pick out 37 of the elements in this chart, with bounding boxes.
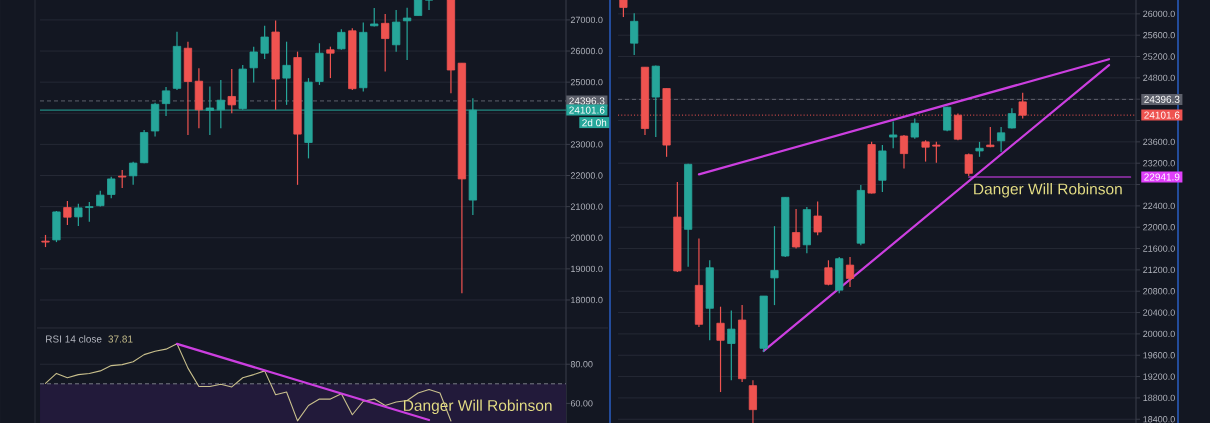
- ref-line-label: 24396.3: [569, 97, 605, 105]
- y-tick-label: 20000.0: [1143, 330, 1175, 338]
- data-label: 22941.9: [1144, 173, 1180, 181]
- y-tick-label: 19600.0: [1143, 352, 1175, 359]
- y-tick-label: 60.00: [570, 400, 593, 407]
- annotation: Danger Will Robinson: [974, 183, 1122, 198]
- y-tick-label: 22400.0: [1143, 202, 1175, 210]
- y-tick-label: 19200.0: [1143, 373, 1175, 380]
- ref-line-label: 24396.3: [1144, 95, 1180, 103]
- ref-line-label: 24101.6: [1144, 111, 1180, 119]
- y-tick-label: 18000.0: [571, 296, 603, 304]
- y-tick-label: 24800.0: [1143, 74, 1175, 82]
- ref-line-label: 24101.6: [569, 106, 605, 114]
- y-tick-label: 25000.0: [570, 78, 603, 86]
- y-tick-label: 23200.0: [1143, 160, 1175, 167]
- y-tick-label: 21200.0: [1143, 266, 1175, 274]
- y-tick-label: 22000.0: [570, 172, 603, 179]
- y-tick-label: 21000.0: [570, 203, 603, 210]
- y-tick-label: 19000.0: [571, 265, 603, 273]
- y-tick-label: 20800.0: [1143, 288, 1175, 295]
- y-tick-label: 80.00: [570, 361, 593, 368]
- y-tick-label: 22000.0: [1143, 224, 1175, 231]
- text: RSI 14 close: [46, 335, 102, 343]
- text: 37.81: [108, 335, 133, 343]
- y-tick-label: 25200.0: [1143, 53, 1175, 60]
- y-tick-label: 25600.0: [1143, 32, 1175, 39]
- text: 2d 0h: [582, 118, 607, 127]
- y-tick-label: 18800.0: [1143, 394, 1175, 402]
- y-tick-label: 27000.0: [570, 16, 603, 24]
- y-tick-label: 21600.0: [1143, 245, 1175, 252]
- y-tick-label: 26000.0: [1143, 10, 1175, 18]
- y-tick-label: 23000.0: [570, 141, 603, 148]
- y-tick-label: 26000.0: [570, 47, 603, 55]
- y-tick-label: 20000.0: [570, 234, 603, 241]
- y-tick-label: 20400.0: [1143, 309, 1175, 316]
- y-tick-label: 18400.0: [1143, 416, 1175, 423]
- y-tick-label: 23600.0: [1143, 138, 1175, 146]
